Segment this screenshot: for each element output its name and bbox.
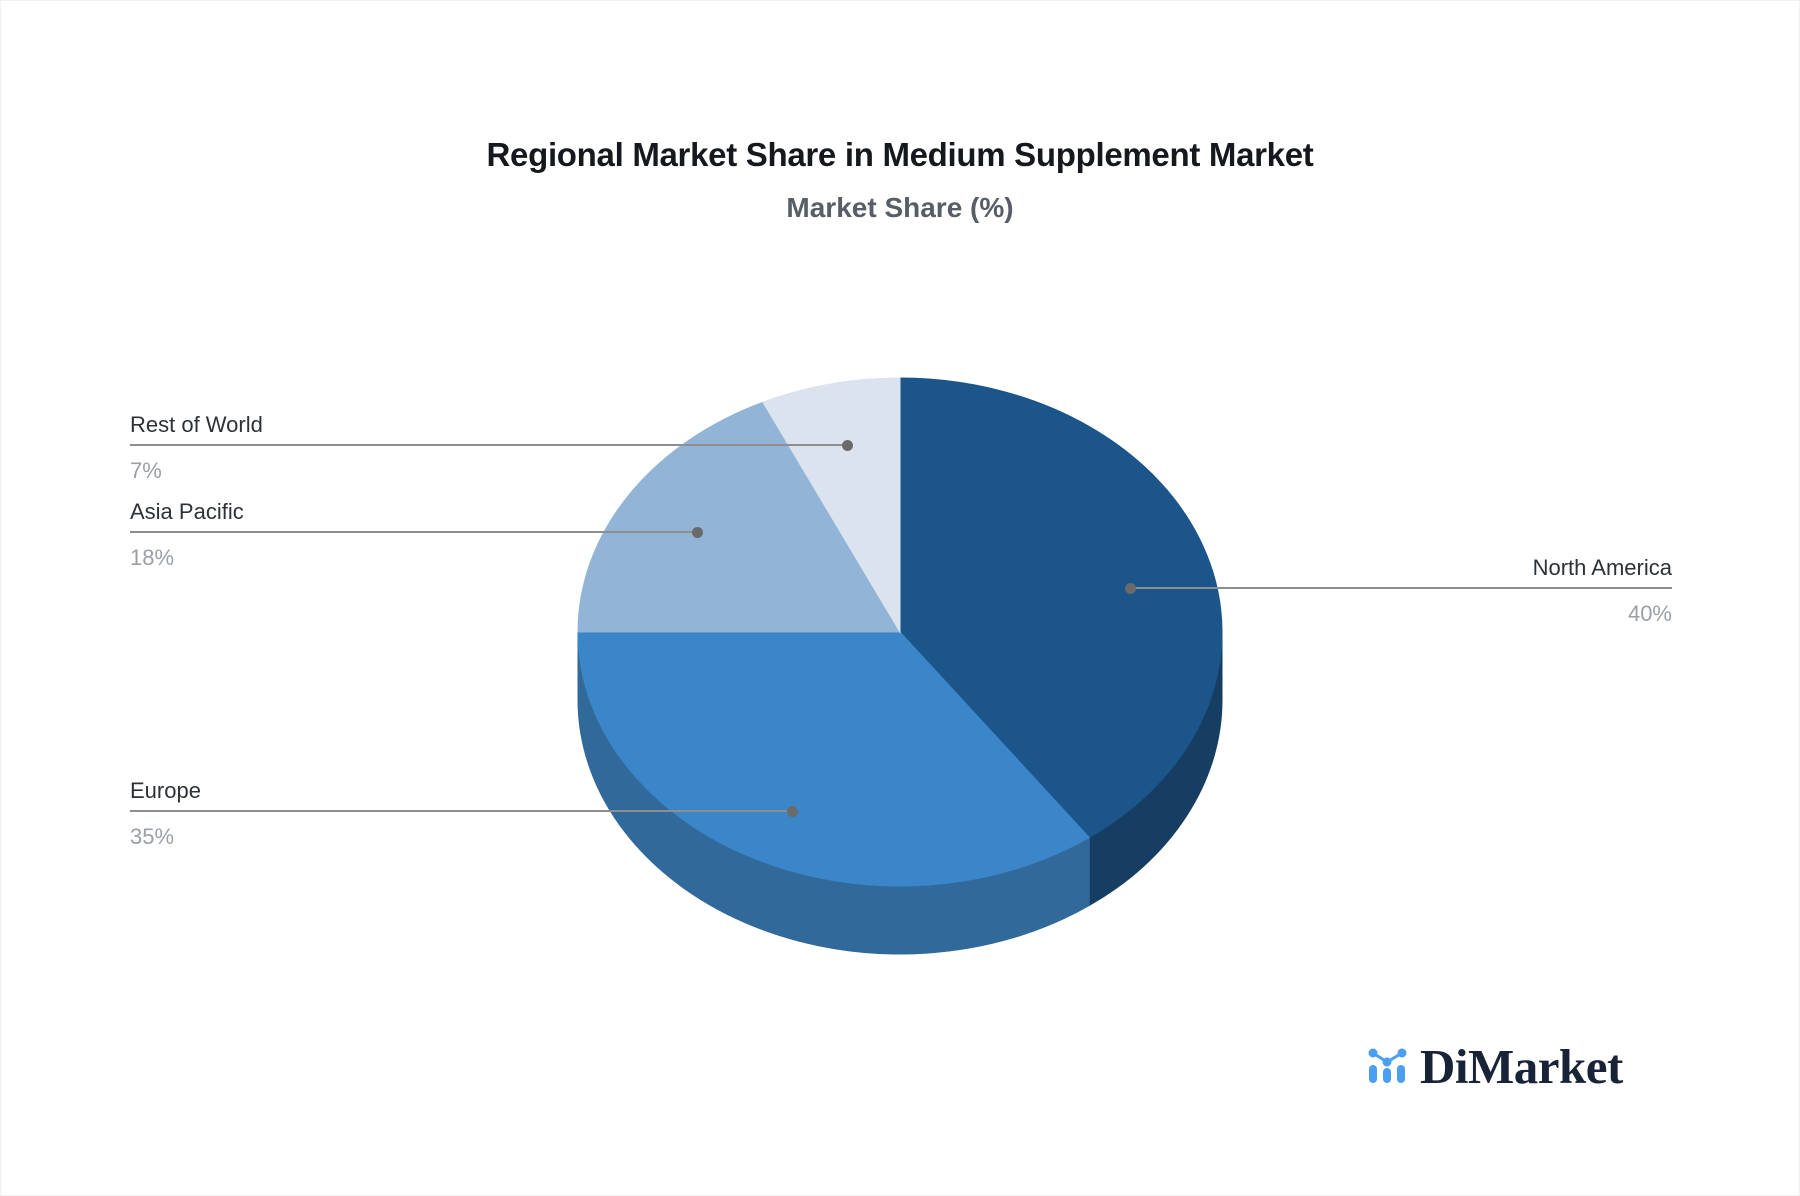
leader-line: [130, 526, 703, 538]
slice-value: 40%: [1627, 601, 1672, 626]
callout-rest-of-world: Rest of World 7%: [130, 410, 853, 486]
slice-label: Asia Pacific: [130, 499, 244, 524]
pie-slice-north-america[interactable]: [899, 377, 1223, 839]
leader-dot-icon: [787, 805, 798, 817]
slice-value: 18%: [130, 545, 175, 570]
slice-value: 35%: [130, 824, 175, 849]
pie-slice-rest-of-world[interactable]: [762, 377, 901, 634]
callout-north-america: North America 40%: [1125, 553, 1672, 629]
slice-value: 7%: [130, 458, 162, 483]
bar-chart-logo-icon: [1368, 1048, 1407, 1083]
chart-title: Regional Market Share in Medium Suppleme…: [486, 136, 1314, 173]
dimarket-logo[interactable]: DiMarket: [1364, 1040, 1623, 1092]
pie-slice-europe[interactable]: [577, 631, 1091, 887]
leader-dot-icon: [842, 439, 853, 451]
pie-slice-asia-pacific[interactable]: [577, 401, 901, 633]
slice-label: North America: [1532, 555, 1672, 580]
logo-text: DiMarket: [1420, 1038, 1623, 1094]
callout-asia-pacific: Asia Pacific 18%: [130, 497, 703, 573]
leader-dot-icon: [1125, 582, 1136, 594]
callout-europe: Europe 35%: [130, 776, 798, 852]
slice-label: Rest of World: [130, 412, 263, 437]
leader-line: [130, 439, 853, 451]
leader-line: [130, 805, 798, 817]
leader-dot-icon: [692, 526, 703, 538]
chart-subtitle: Market Share (%): [786, 192, 1014, 223]
slice-label: Europe: [130, 778, 201, 803]
leader-line: [1125, 582, 1672, 594]
